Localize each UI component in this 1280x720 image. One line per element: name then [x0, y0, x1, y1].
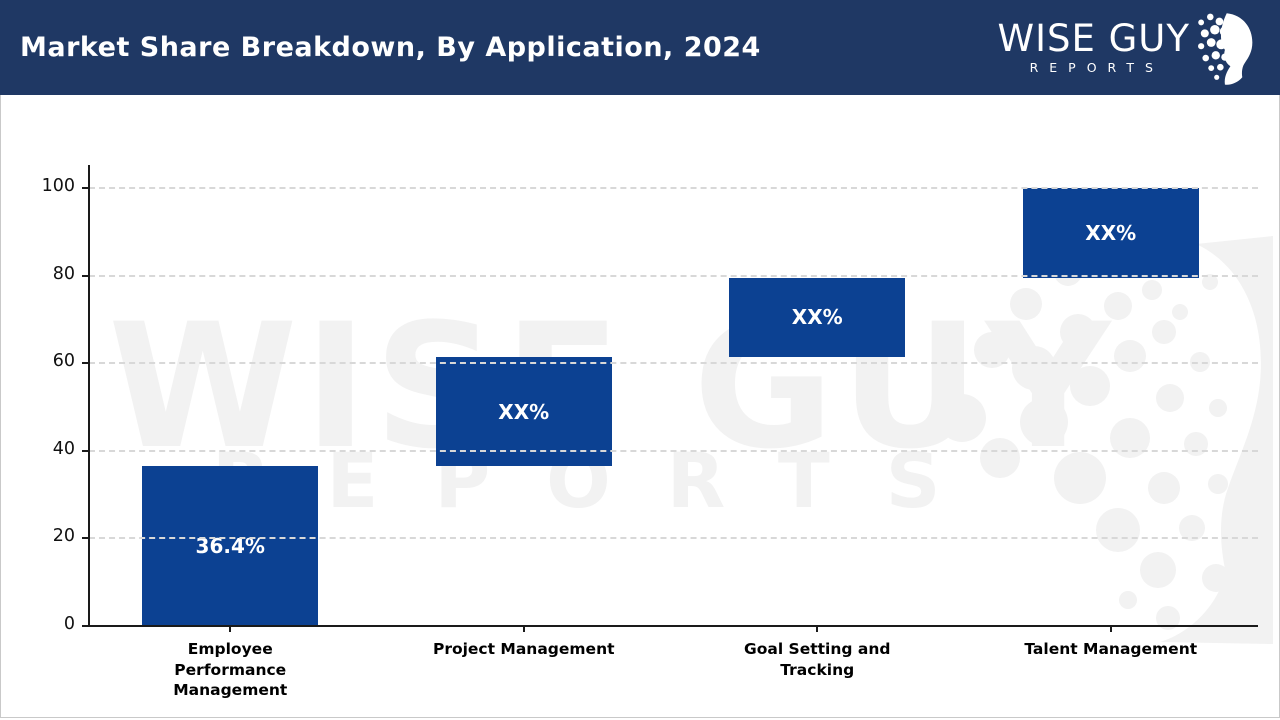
waterfall-bar: XX% [729, 277, 906, 357]
y-axis-tick-label: 60 [52, 351, 75, 371]
logo-brand-name: WISE GUY [997, 17, 1190, 61]
y-axis-tick [82, 537, 89, 539]
y-axis-tick-label: 80 [52, 263, 75, 284]
waterfall-bar: XX% [435, 356, 612, 467]
y-axis-tick-label: 40 [52, 438, 75, 459]
gridline [89, 537, 1258, 539]
x-axis-category-label: Goal Setting and Tracking [744, 640, 891, 679]
x-axis-category-label: Project Management [432, 640, 615, 658]
y-axis-tick [82, 624, 89, 627]
x-axis-category-label: Employee Performance Management [173, 640, 288, 699]
wiseguy-logo: WISE GUY REPORTS [998, 8, 1256, 88]
gridline [89, 449, 1258, 452]
bar-value-label: XX% [791, 305, 843, 330]
logo-brand-sub: REPORTS [1029, 60, 1164, 76]
y-axis-tick [82, 362, 89, 364]
x-axis-tick [816, 625, 819, 632]
x-axis-tick [1109, 625, 1112, 632]
gridline [89, 187, 1258, 189]
y-axis-line [88, 165, 90, 627]
y-axis-tick [82, 274, 89, 277]
y-axis-tick-label: 100 [41, 176, 75, 196]
bar-value-label: XX% [498, 399, 550, 424]
waterfall-bar: XX% [1022, 188, 1199, 278]
header-band: Market Share Breakdown, By Application, … [0, 0, 1280, 95]
chart-title: Market Share Breakdown, By Application, … [20, 32, 761, 63]
x-axis-tick [522, 625, 525, 632]
gridline [89, 274, 1258, 277]
bar-value-label: XX% [1085, 220, 1137, 245]
y-axis-tick-label: 20 [52, 526, 75, 546]
wiseguy-logo-text: WISE GUY REPORTS [998, 20, 1190, 75]
y-axis-tick [82, 187, 89, 189]
wiseguy-face-icon [1198, 12, 1253, 85]
y-axis-tick-label: 0 [63, 613, 75, 634]
waterfall-bar: 36.4% [142, 466, 319, 626]
x-axis-category-label: Talent Management [1024, 640, 1198, 658]
x-axis-line [88, 625, 1258, 627]
y-axis-tick [82, 449, 89, 452]
x-axis-tick [229, 625, 232, 632]
gridline [89, 362, 1258, 364]
